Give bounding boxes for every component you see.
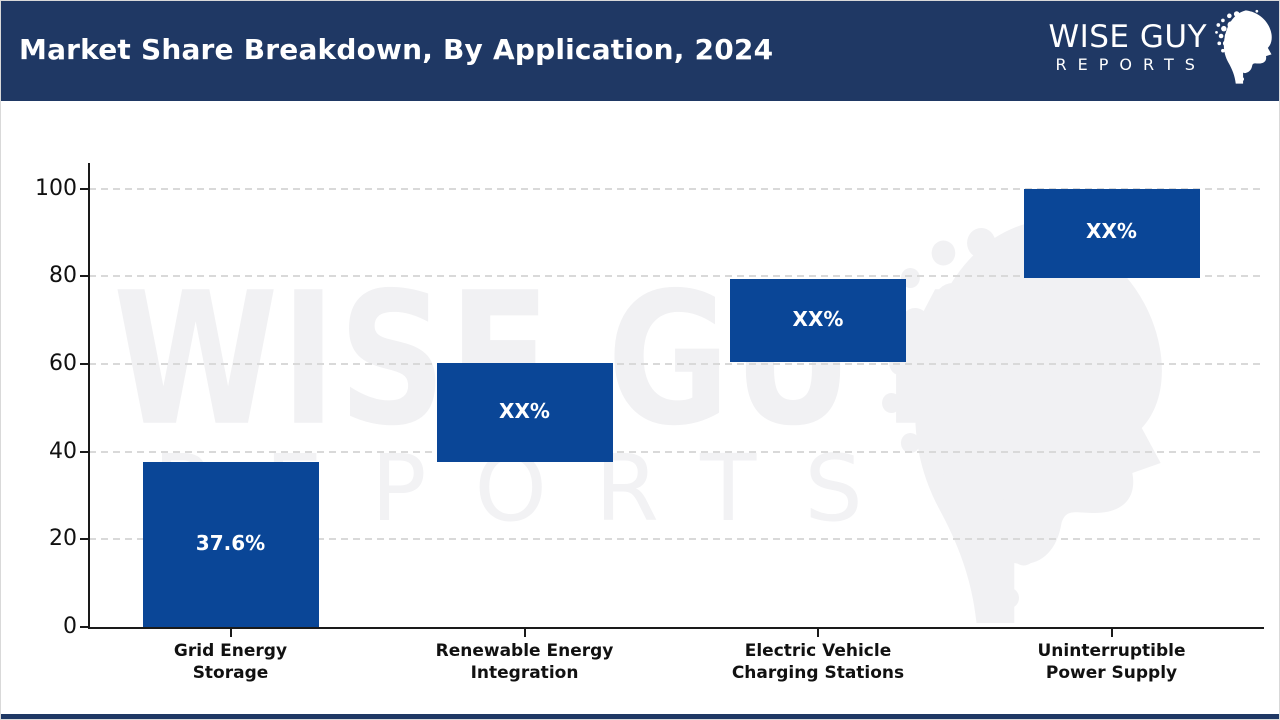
y-tick-label: 40 <box>49 438 77 464</box>
y-tick-label: 20 <box>49 526 77 552</box>
bar-value-label: XX% <box>1086 219 1137 244</box>
y-axis-tick <box>80 275 88 278</box>
bar-value-label: XX% <box>792 306 844 331</box>
x-tick-label: Renewable Energy Integration <box>435 641 614 684</box>
bar-value-label: 37.6% <box>195 530 266 555</box>
x-axis-tick <box>817 629 819 637</box>
y-axis-tick <box>80 362 88 365</box>
x-axis-tick <box>1110 629 1113 637</box>
waterfall-bar <box>730 279 906 363</box>
logo-subtitle: REPORTS <box>1055 55 1206 75</box>
x-tick-label: Electric Vehicle Charging Stations <box>731 641 905 684</box>
y-axis-tick <box>80 450 88 453</box>
logo-wordmark: WISE GUY <box>1048 18 1207 55</box>
y-axis-tick <box>80 626 88 628</box>
gridline <box>89 275 1263 278</box>
waterfall-bar <box>436 363 613 463</box>
x-axis <box>88 627 1264 629</box>
gridline <box>89 538 1263 541</box>
x-axis-tick <box>229 629 232 637</box>
y-axis-tick <box>80 538 88 541</box>
footer-strip <box>1 714 1279 719</box>
y-tick-label: 0 <box>63 614 77 639</box>
y-tick-label: 80 <box>49 263 77 289</box>
y-axis-tick <box>80 187 88 190</box>
waterfall-bar <box>142 462 319 627</box>
x-tick-label: Uninterruptible Power Supply <box>1037 641 1186 684</box>
x-axis-tick <box>523 629 526 637</box>
header-bar: Market Share Breakdown, By Application, … <box>1 1 1279 101</box>
x-tick-label: Grid Energy Storage <box>173 641 288 684</box>
y-axis <box>88 163 90 629</box>
waterfall-bar <box>1023 188 1200 278</box>
gridline <box>89 450 1263 453</box>
logo-text: WISE GUY REPORTS <box>1048 20 1207 74</box>
y-tick-label: 60 <box>49 350 77 376</box>
gridline <box>89 187 1263 190</box>
wiseguy-logo: WISE GUY REPORTS <box>1048 7 1277 87</box>
y-tick-label: 100 <box>35 175 77 201</box>
gridline <box>89 362 1263 365</box>
bar-value-label: XX% <box>499 398 550 423</box>
chart-title: Market Share Breakdown, By Application, … <box>19 33 774 67</box>
